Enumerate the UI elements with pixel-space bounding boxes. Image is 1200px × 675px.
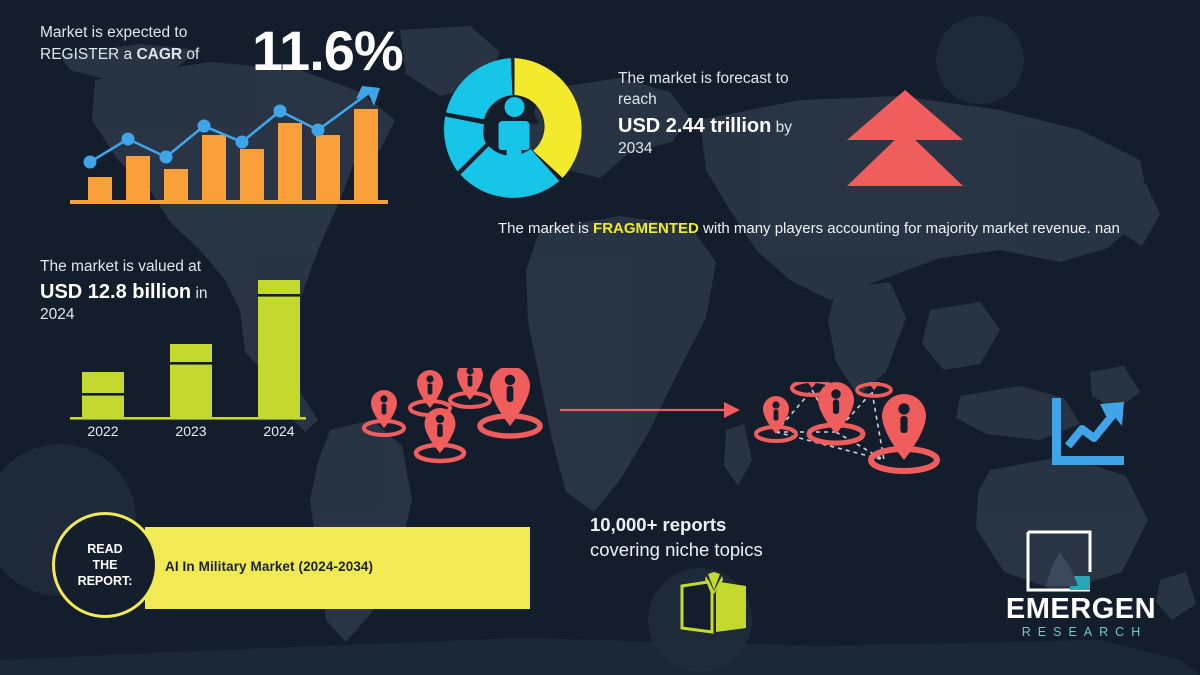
valued-intro: The market is valued at (40, 258, 202, 275)
logo-mark-icon (1026, 530, 1092, 592)
valued-value-row: USD 12.8 billion in (40, 281, 310, 304)
chart-bars (88, 109, 378, 202)
green-chart-baseline (70, 417, 306, 420)
forecast-block: The market is forecast to reach USD 2.44… (618, 68, 858, 159)
open-book-icon (680, 572, 746, 634)
donut-segment-yellow (514, 58, 582, 178)
reports-count: 10,000+ reports (590, 514, 727, 535)
map-pin-network-icon (754, 382, 940, 474)
green-chart-xlabel-1: 2023 (175, 423, 206, 439)
donut-segment-cyan-2 (443, 116, 486, 172)
forecast-intro-line1: The market is forecast to (618, 70, 789, 87)
cagr-label: Market is expected to REGISTER a CAGR of (40, 16, 220, 66)
fragmented-pre: The market is (498, 220, 594, 237)
green-chart-xlabels: 2022 2023 2024 (87, 423, 294, 439)
map-pin-cluster-icon (362, 368, 543, 464)
green-chart-xlabel-0: 2022 (87, 423, 118, 439)
reports-subtitle: covering niche topics (590, 539, 763, 560)
emergen-research-logo: EMERGEN RESEARCH (986, 530, 1176, 642)
double-up-arrow-icon (847, 90, 963, 186)
line-chart-up-icon (1052, 398, 1124, 465)
cagr-label-line1: Market is expected to (40, 24, 188, 41)
report-title: AI In Military Market (2024-2034) (165, 559, 374, 574)
cagr-label-bold: CAGR (136, 46, 183, 63)
forecast-value-suffix: by (771, 119, 793, 136)
trendline-arrowhead (356, 86, 380, 106)
fragmented-statement: The market is FRAGMENTED with many playe… (498, 218, 1138, 240)
valued-value: USD 12.8 billion (40, 281, 192, 303)
forecast-value: USD 2.44 trillion (618, 115, 772, 137)
fragmented-highlight: FRAGMENTED (593, 220, 699, 237)
read-the-report-label: READ THE REPORT: (77, 542, 133, 588)
chart-trendline (89, 90, 371, 164)
market-value-block: The market is valued at USD 12.8 billion… (40, 256, 310, 326)
chart-trend-markers (83, 104, 325, 169)
donut-segment-cyan-3 (446, 58, 513, 120)
read-the-report-bar[interactable]: AI In Military Market (2024-2034) (145, 527, 530, 609)
forecast-year: 2034 (618, 140, 653, 157)
cagr-label-line2-post: of (182, 46, 200, 63)
logo-name: EMERGEN (1005, 593, 1157, 625)
forecast-intro: The market is forecast to reach (618, 68, 858, 110)
green-chart-xlabel-2: 2024 (263, 423, 294, 439)
valued-year: 2024 (40, 306, 75, 323)
green-bars (82, 280, 300, 417)
read-the-report-circle[interactable]: READ THE REPORT: (52, 512, 158, 618)
market-share-donut (443, 58, 582, 198)
forecast-intro-line2: reach (618, 91, 657, 108)
cagr-value: 11.6% (252, 19, 404, 82)
donut-segment-cyan-1 (460, 146, 560, 198)
fragmented-post: with many players accounting for majorit… (698, 220, 1120, 237)
chart-baseline (70, 200, 388, 204)
person-icon (498, 97, 530, 170)
valued-value-suffix: in (191, 285, 208, 302)
reports-count-block: 10,000+ reports covering niche topics (590, 512, 850, 562)
cagr-label-line2-pre: REGISTER a (40, 46, 137, 63)
growth-trend-chart (70, 86, 388, 204)
logo-subtitle: RESEARCH (1021, 625, 1148, 639)
forecast-value-row: USD 2.44 trillion by (618, 115, 858, 138)
market-value-chart: 2022 2023 2024 (70, 280, 306, 439)
cagr-block: Market is expected to REGISTER a CAGR of… (40, 16, 404, 82)
right-arrow-icon (560, 402, 740, 418)
